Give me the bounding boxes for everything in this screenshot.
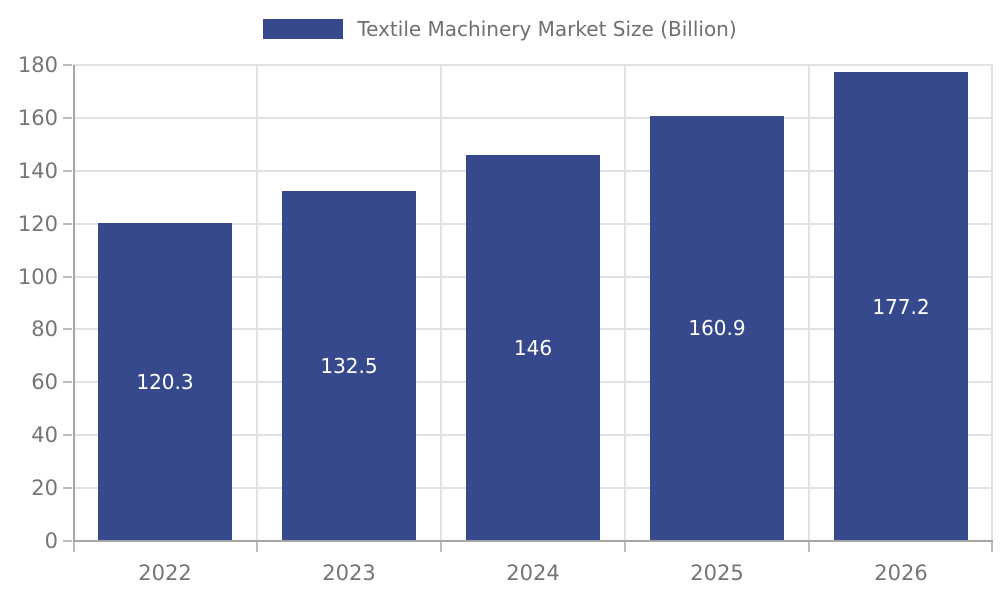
h-gridline xyxy=(73,64,993,66)
y-axis-tick xyxy=(63,64,72,66)
h-gridline xyxy=(73,116,993,119)
y-axis-tick xyxy=(63,487,72,490)
y-axis-tick xyxy=(63,222,72,225)
bar[interactable]: 160.9 xyxy=(650,115,784,541)
y-axis-tick xyxy=(63,275,72,278)
x-axis-tick-label: 2022 xyxy=(138,561,192,585)
y-axis-tick xyxy=(63,328,72,331)
y-axis-tick-label: 160 xyxy=(17,105,58,130)
bar-value-label: 177.2 xyxy=(872,294,930,319)
v-gridline xyxy=(256,65,258,541)
y-axis-tick-label: 100 xyxy=(17,264,58,289)
x-axis-tick xyxy=(808,541,810,552)
v-gridline xyxy=(808,65,810,541)
y-axis-tick-label: 120 xyxy=(17,211,58,236)
y-axis-tick-label: 140 xyxy=(17,158,58,183)
x-axis-line xyxy=(73,540,993,542)
y-axis-tick xyxy=(63,381,72,384)
y-axis-tick-label: 80 xyxy=(31,317,58,342)
x-axis-labels: 2022 2023 2024 2025 2026 xyxy=(73,556,993,590)
x-axis-tick xyxy=(73,541,75,552)
legend[interactable]: Textile Machinery Market Size (Billion) xyxy=(0,16,1000,42)
y-axis-tick-label: 180 xyxy=(17,53,58,77)
x-axis-tick-label: 2024 xyxy=(506,561,560,585)
y-axis-tick xyxy=(63,169,72,172)
bar-value-label: 146 xyxy=(513,335,553,360)
y-axis-tick xyxy=(63,540,72,542)
plot-area: 120.3 132.5 146 160.9 177.2 xyxy=(63,64,993,552)
plot-border-right xyxy=(991,65,993,541)
y-axis-tick-label: 20 xyxy=(31,476,58,501)
bar[interactable]: 120.3 xyxy=(98,222,232,541)
x-axis-tick-label: 2026 xyxy=(874,561,928,585)
x-axis-tick xyxy=(624,541,626,552)
y-axis-tick xyxy=(63,116,72,119)
x-axis-tick xyxy=(991,541,993,552)
y-axis-tick-label: 60 xyxy=(31,370,58,395)
legend-label: Textile Machinery Market Size (Billion) xyxy=(357,17,737,41)
x-axis-tick-label: 2023 xyxy=(322,561,376,585)
bar[interactable]: 146 xyxy=(466,154,600,541)
bar-value-label: 132.5 xyxy=(320,353,378,378)
x-axis-tick xyxy=(440,541,442,552)
y-axis-line xyxy=(73,65,75,541)
bar-value-label: 160.9 xyxy=(688,316,746,341)
y-axis-tick-label: 0 xyxy=(44,529,58,553)
legend-swatch xyxy=(263,19,344,39)
bar[interactable]: 132.5 xyxy=(282,190,416,541)
y-axis-tick xyxy=(63,434,72,437)
y-axis-labels: 0 20 40 60 80 100 120 140 160 180 xyxy=(0,53,58,553)
bar[interactable]: 177.2 xyxy=(834,72,968,541)
bar-value-label: 120.3 xyxy=(136,369,194,394)
v-gridline xyxy=(440,65,442,541)
x-axis-tick-label: 2025 xyxy=(690,561,744,585)
x-axis-tick xyxy=(256,541,258,552)
y-axis-tick-label: 40 xyxy=(31,423,58,448)
v-gridline xyxy=(624,65,626,541)
